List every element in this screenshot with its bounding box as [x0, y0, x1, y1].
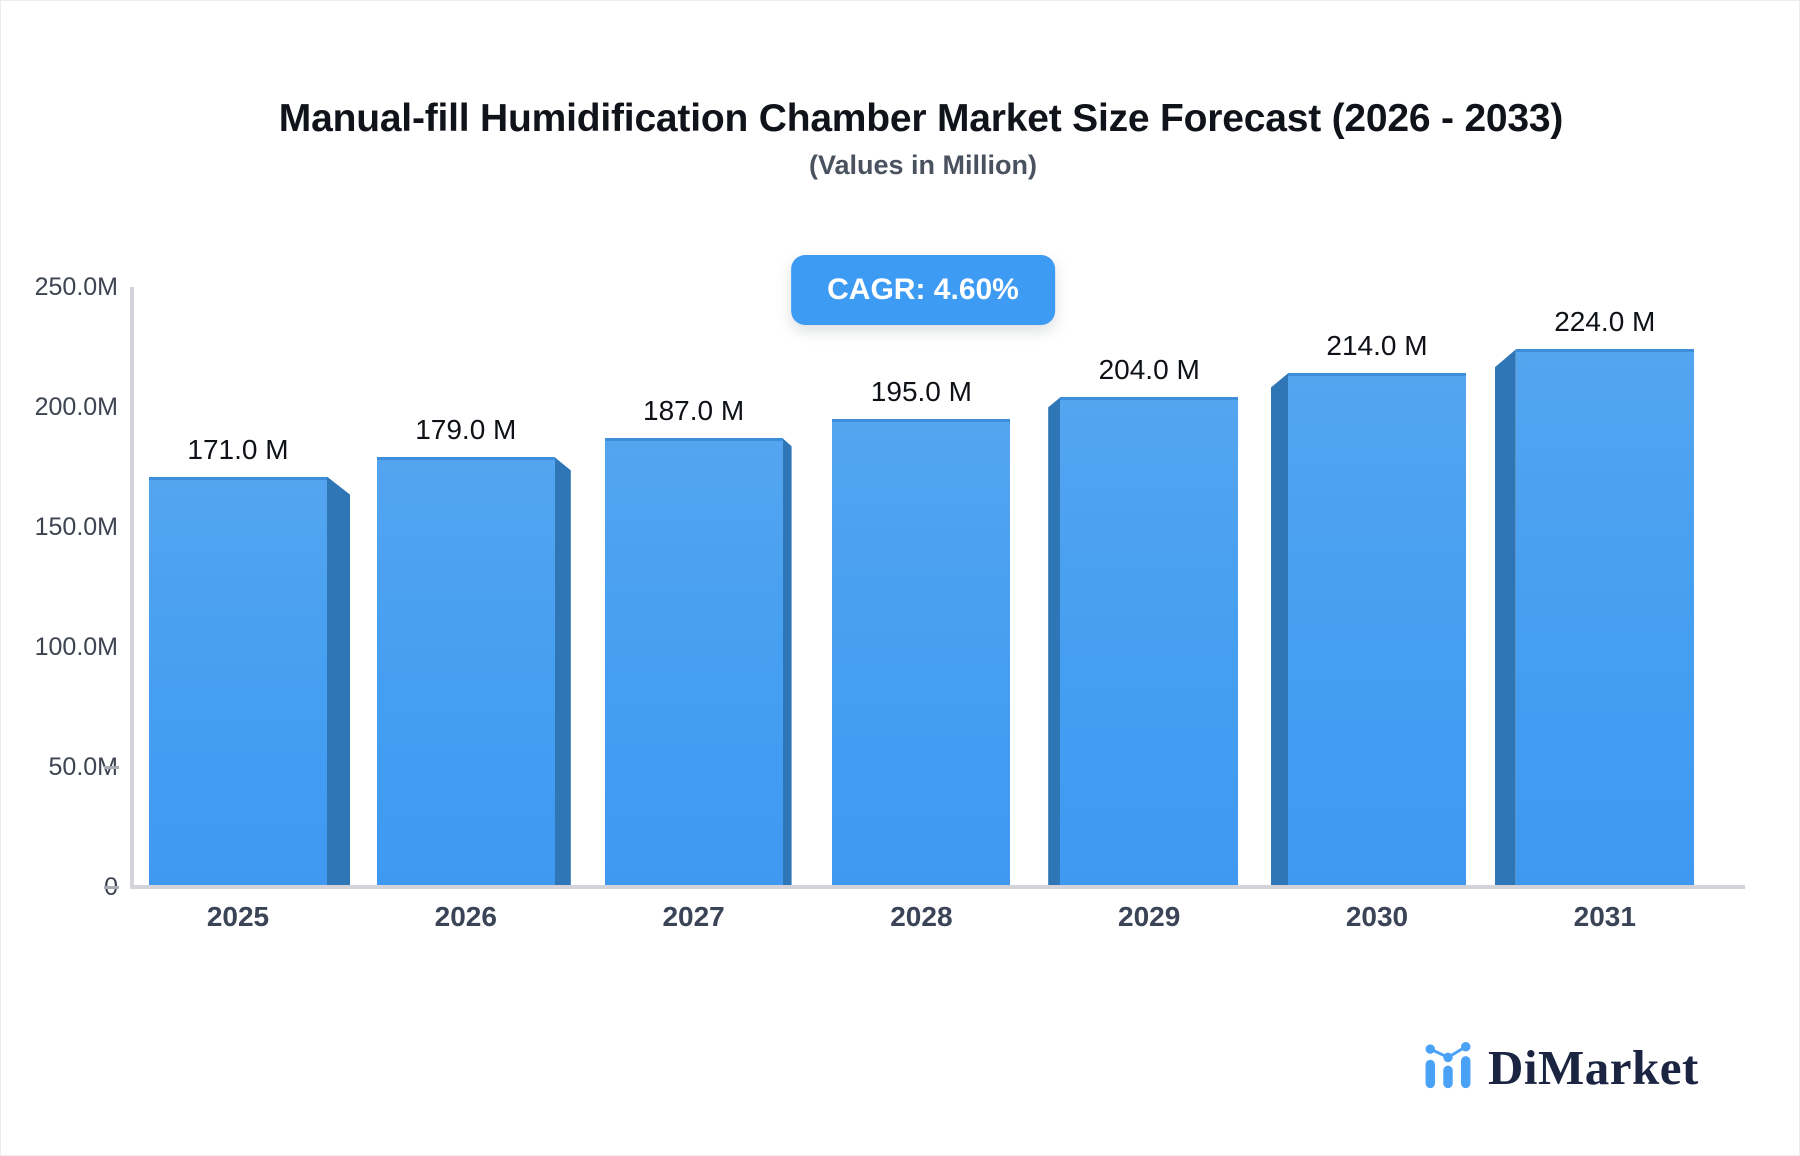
bar-2029: [1060, 397, 1239, 885]
bar-value-label: 204.0 M: [1098, 354, 1200, 386]
bar-value-label: 224.0 M: [1554, 306, 1656, 338]
dimarket-logo-text: DiMarket: [1488, 1040, 1699, 1095]
y-axis-line: [130, 287, 134, 887]
page-title: Manual-fill Humidification Chamber Marke…: [278, 97, 1564, 140]
y-axis-tick-label: 150.0M: [34, 513, 118, 541]
y-axis-tick-label: 200.0M: [34, 393, 118, 421]
x-axis-label-2028: 2028: [890, 901, 953, 932]
bar-2030: [1288, 373, 1466, 885]
bar-2026: [376, 457, 555, 885]
bar-2027: [604, 438, 783, 885]
bar-side-face: [1048, 397, 1061, 885]
bar-side-face: [554, 457, 571, 885]
bar-value-label: 179.0 M: [415, 414, 517, 446]
x-axis-label-2030: 2030: [1345, 901, 1409, 932]
bar-side-face: [327, 476, 350, 885]
y-axis-tick-label: 100.0M: [34, 633, 118, 661]
bar-value-label: 214.0 M: [1326, 330, 1428, 362]
bar-value-label: 187.0 M: [643, 395, 745, 427]
bar-2028: [832, 419, 1011, 885]
bar-2031: [1515, 349, 1694, 885]
bar-2025: [149, 476, 327, 885]
y-axis-tick-label: 50.0M: [48, 753, 118, 781]
y-axis-tick-label: 0: [0, 869, 118, 905]
x-axis-label-2031: 2031: [1573, 901, 1636, 932]
x-axis-label-2029: 2029: [1118, 901, 1181, 932]
x-axis-label-2025: 2025: [206, 901, 270, 932]
bar-value-label: 195.0 M: [870, 376, 972, 407]
x-axis-baseline: [130, 885, 1745, 889]
x-axis-label-2027: 2027: [662, 901, 725, 932]
x-axis-label-2026: 2026: [434, 901, 497, 932]
dimarket-logo: DiMarket: [1422, 1036, 1699, 1100]
y-axis-tick-mark: [104, 886, 119, 889]
bar-value-label: 171.0 M: [187, 433, 289, 465]
dimarket-logo-icon: [1425, 1042, 1471, 1089]
y-axis-tick-mark: [104, 766, 119, 769]
cagr-badge-label: CAGR: 4.60%: [827, 273, 1019, 306]
chart-subtitle: (Values in Million): [808, 150, 1038, 180]
bar-side-face: [1494, 349, 1516, 885]
bar-side-face: [782, 438, 792, 885]
y-axis-tick-label: 250.0M: [34, 273, 118, 301]
bar-side-face: [1271, 373, 1288, 885]
cagr-badge: CAGR: 4.60%: [791, 255, 1055, 325]
